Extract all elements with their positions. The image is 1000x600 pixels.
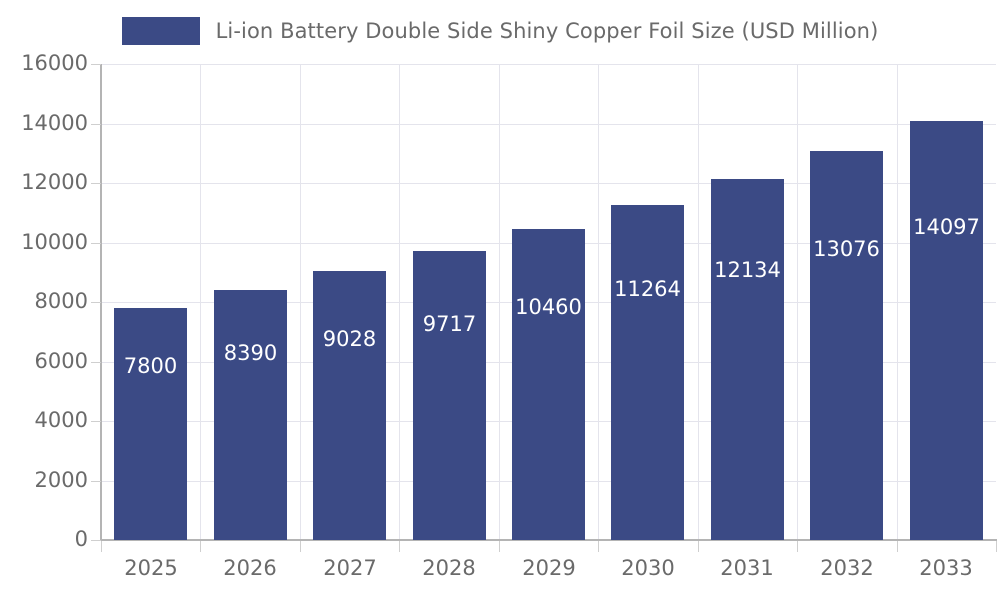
y-axis-tick-label: 8000 [34,289,88,313]
y-axis-tick-label: 16000 [21,51,88,75]
bar[interactable] [114,307,187,540]
bar-value-label: 8390 [223,341,278,365]
x-gridline [499,64,500,540]
y-axis-tick-label: 12000 [21,170,88,194]
y-tick-mark [91,242,101,244]
x-axis-tick-label: 2033 [919,556,973,580]
bar-value-label: 9717 [422,312,477,336]
y-tick-mark [91,480,101,482]
y-tick-mark [91,421,101,422]
y-tick-mark [91,183,101,184]
y-axis-tick-label: 4000 [34,408,88,432]
y-tick-mark [91,64,101,65]
y-tick-mark [91,361,101,363]
bar[interactable] [313,271,386,540]
bar-value-label: 11264 [614,277,681,301]
bar[interactable] [910,120,983,540]
x-axis-tick-label: 2027 [323,556,377,580]
x-tick-mark [399,541,400,552]
x-gridline [399,64,400,540]
x-gridline [200,64,201,540]
y-tick-mark [91,540,101,541]
bar-value-label: 12134 [714,258,781,282]
bar[interactable] [711,179,784,540]
x-tick-mark [300,541,301,552]
x-axis-tick-label: 2031 [720,556,774,580]
y-axis-tick-label: 0 [74,527,88,551]
bar-value-label: 13076 [813,237,880,261]
x-axis-tick-label: 2029 [522,556,576,580]
x-axis-tick-label: 2026 [223,556,277,580]
x-gridline [300,64,301,540]
x-tick-mark [598,541,599,552]
y-gridline [101,123,996,125]
y-gridline [101,183,996,184]
x-tick-mark [797,541,798,552]
y-axis-tick-label: 14000 [21,110,88,135]
x-axis-tick-label: 2025 [124,556,178,580]
x-tick-mark [101,541,102,552]
x-gridline [598,64,599,540]
y-axis-tick-label: 2000 [34,467,88,492]
y-gridline [101,64,996,65]
x-tick-mark [996,541,997,552]
y-tick-mark [91,123,101,125]
x-axis-tick-label: 2032 [820,556,874,580]
x-gridline [897,64,898,540]
y-tick-mark [91,302,101,303]
bar[interactable] [512,228,585,540]
x-axis-tick-label: 2030 [621,556,675,580]
legend-color-swatch [121,17,200,45]
y-axis-tick-label: 6000 [34,348,88,373]
x-gridline [797,64,798,540]
y-axis-tick-label: 10000 [21,229,88,254]
bar[interactable] [810,150,883,540]
legend-series-label: Li-ion Battery Double Side Shiny Copper … [215,19,879,43]
x-tick-mark [499,541,500,552]
x-tick-mark [698,541,699,552]
x-axis-tick-label: 2028 [422,556,476,580]
x-axis-spine [101,539,997,541]
x-tick-mark [200,541,201,552]
x-tick-mark [897,541,898,552]
bar[interactable] [413,250,486,540]
bar[interactable] [611,204,684,540]
bar-value-label: 7800 [123,354,178,378]
x-gridline [698,64,699,540]
y-axis-spine [100,64,102,541]
bar-value-label: 10460 [515,295,582,319]
bar-value-label: 14097 [913,215,980,239]
bar-value-label: 9028 [322,327,377,351]
bar[interactable] [214,290,287,540]
chart-legend: Li-ion Battery Double Side Shiny Copper … [0,10,1000,52]
